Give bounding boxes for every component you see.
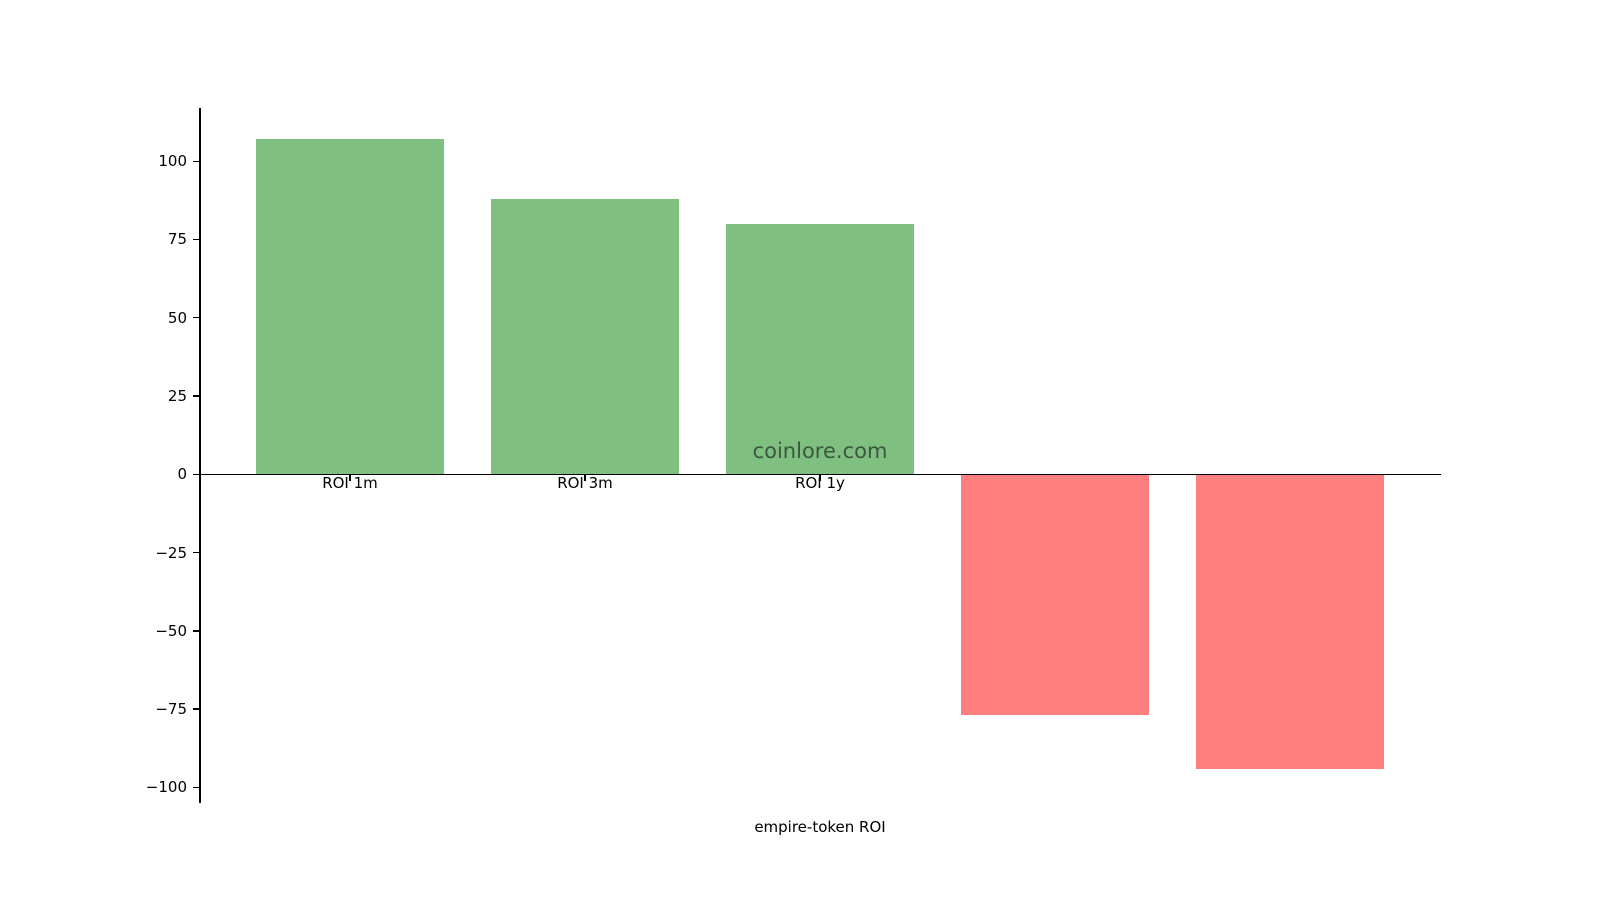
y-tick-mark <box>193 551 200 554</box>
bar-roi-1m <box>256 139 444 475</box>
y-tick-label: 75 <box>167 230 187 249</box>
x-axis-zero-line <box>200 473 1441 475</box>
y-tick-mark <box>193 395 200 397</box>
y-tick-mark <box>193 708 200 710</box>
y-tick-mark <box>193 317 200 319</box>
x-tick-mark <box>584 474 586 482</box>
bar-unlabeled-3 <box>961 474 1149 716</box>
x-tick-label: ROI 3m <box>557 474 613 493</box>
y-tick-label: −75 <box>155 700 187 719</box>
y-tick-mark <box>193 786 200 789</box>
x-tick-label: ROI 1y <box>795 474 845 493</box>
x-axis-title: empire-token ROI <box>754 818 886 836</box>
y-tick-mark <box>193 473 200 475</box>
x-tick-label: ROI 1m <box>322 474 378 493</box>
bar-roi-3m <box>491 198 679 475</box>
y-tick-mark <box>193 160 200 162</box>
y-tick-label: 100 <box>158 152 187 171</box>
y-tick-label: 50 <box>167 308 187 327</box>
y-tick-mark <box>193 630 200 632</box>
x-tick-mark <box>349 474 351 482</box>
x-tick-mark <box>819 474 821 482</box>
watermark-text: coinlore.com <box>752 439 888 463</box>
y-tick-label: −25 <box>155 543 187 562</box>
bar-unlabeled-4 <box>1196 474 1384 769</box>
y-tick-label: −50 <box>155 621 187 640</box>
y-axis-spine <box>199 108 201 803</box>
y-tick-label: 25 <box>167 387 187 406</box>
y-tick-mark <box>193 238 200 241</box>
y-tick-label: 0 <box>177 465 187 484</box>
bar-roi-1y <box>726 223 914 475</box>
y-tick-label: −100 <box>145 778 187 797</box>
